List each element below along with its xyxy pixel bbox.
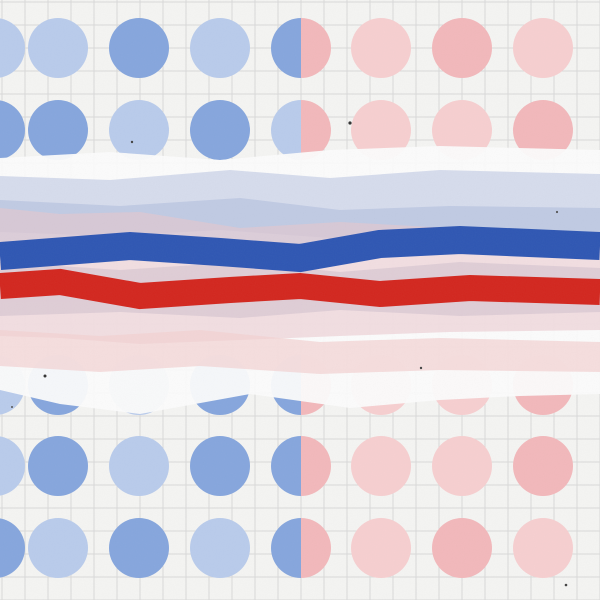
illustration bbox=[0, 0, 600, 600]
paper-grain bbox=[0, 0, 600, 600]
illustration-canvas bbox=[0, 0, 600, 600]
